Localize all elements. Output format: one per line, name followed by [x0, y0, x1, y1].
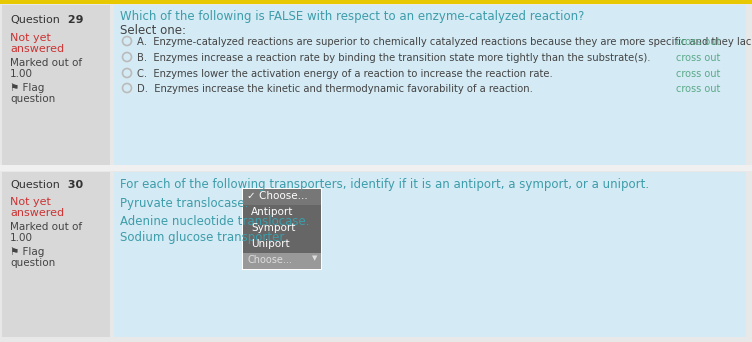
Text: ▼: ▼ — [311, 255, 317, 261]
Text: Not yet: Not yet — [10, 33, 51, 43]
Text: question: question — [10, 94, 55, 104]
Text: Marked out of: Marked out of — [10, 222, 82, 232]
FancyBboxPatch shape — [242, 188, 322, 270]
Text: Marked out of: Marked out of — [10, 58, 82, 68]
Text: D.  Enzymes increase the kinetic and thermodynamic favorability of a reaction.: D. Enzymes increase the kinetic and ther… — [137, 84, 533, 94]
FancyBboxPatch shape — [114, 5, 746, 165]
Text: answered: answered — [10, 44, 64, 54]
FancyBboxPatch shape — [243, 189, 321, 205]
Text: Which of the following is FALSE with respect to an enzyme-catalyzed reaction?: Which of the following is FALSE with res… — [120, 10, 584, 23]
Text: cross out: cross out — [675, 37, 720, 47]
Text: For each of the following transporters, identify if it is an antiport, a symport: For each of the following transporters, … — [120, 178, 649, 191]
Text: 1.00: 1.00 — [10, 233, 33, 243]
Text: ⚑ Flag: ⚑ Flag — [10, 83, 44, 93]
FancyBboxPatch shape — [2, 172, 110, 337]
Text: 29: 29 — [64, 15, 83, 25]
Text: cross out: cross out — [675, 84, 720, 94]
Text: 30: 30 — [64, 180, 83, 190]
Text: question: question — [10, 258, 55, 268]
Text: ⚑ Flag: ⚑ Flag — [10, 247, 44, 257]
Text: Select one:: Select one: — [120, 24, 186, 37]
FancyBboxPatch shape — [0, 0, 752, 4]
Text: Not yet: Not yet — [10, 197, 51, 207]
Text: Uniport: Uniport — [251, 239, 290, 249]
Text: A.  Enzyme-catalyzed reactions are superior to chemically catalyzed reactions be: A. Enzyme-catalyzed reactions are superi… — [137, 37, 752, 47]
Text: Symport: Symport — [251, 223, 296, 233]
FancyBboxPatch shape — [243, 189, 321, 269]
Text: Adenine nucleotide translocase.: Adenine nucleotide translocase. — [120, 215, 310, 228]
Text: Choose...: Choose... — [247, 255, 292, 265]
Text: B.  Enzymes increase a reaction rate by binding the transition state more tightl: B. Enzymes increase a reaction rate by b… — [137, 53, 650, 63]
Text: Sodium glucose transporter.: Sodium glucose transporter. — [120, 231, 287, 244]
Text: Question: Question — [10, 180, 60, 190]
Text: 1.00: 1.00 — [10, 69, 33, 79]
FancyBboxPatch shape — [0, 165, 752, 171]
Text: ✓ Choose...: ✓ Choose... — [247, 191, 308, 201]
FancyBboxPatch shape — [243, 253, 321, 269]
Text: cross out: cross out — [675, 69, 720, 79]
Text: Question: Question — [10, 15, 60, 25]
Text: answered: answered — [10, 208, 64, 218]
Text: cross out: cross out — [675, 53, 720, 63]
FancyBboxPatch shape — [2, 5, 110, 165]
FancyBboxPatch shape — [114, 172, 746, 337]
Text: Antiport: Antiport — [251, 207, 293, 217]
Text: Pyruvate translocase.: Pyruvate translocase. — [120, 197, 248, 210]
Text: C.  Enzymes lower the activation energy of a reaction to increase the reaction r: C. Enzymes lower the activation energy o… — [137, 69, 553, 79]
